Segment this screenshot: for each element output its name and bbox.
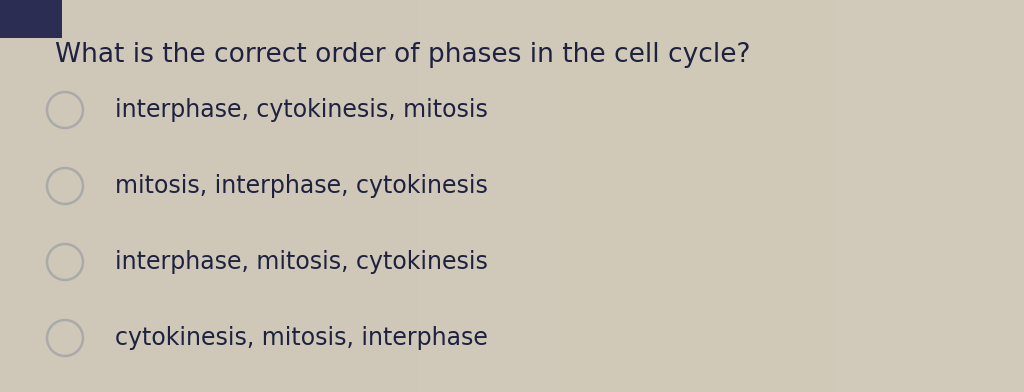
Text: cytokinesis, mitosis, interphase: cytokinesis, mitosis, interphase (115, 326, 487, 350)
Ellipse shape (47, 320, 83, 356)
Ellipse shape (47, 244, 83, 280)
Text: interphase, mitosis, cytokinesis: interphase, mitosis, cytokinesis (115, 250, 487, 274)
Text: mitosis, interphase, cytokinesis: mitosis, interphase, cytokinesis (115, 174, 487, 198)
Ellipse shape (47, 168, 83, 204)
Text: interphase, cytokinesis, mitosis: interphase, cytokinesis, mitosis (115, 98, 487, 122)
Text: What is the correct order of phases in the cell cycle?: What is the correct order of phases in t… (55, 42, 751, 68)
Bar (0, 0, 62, 38)
Ellipse shape (47, 92, 83, 128)
